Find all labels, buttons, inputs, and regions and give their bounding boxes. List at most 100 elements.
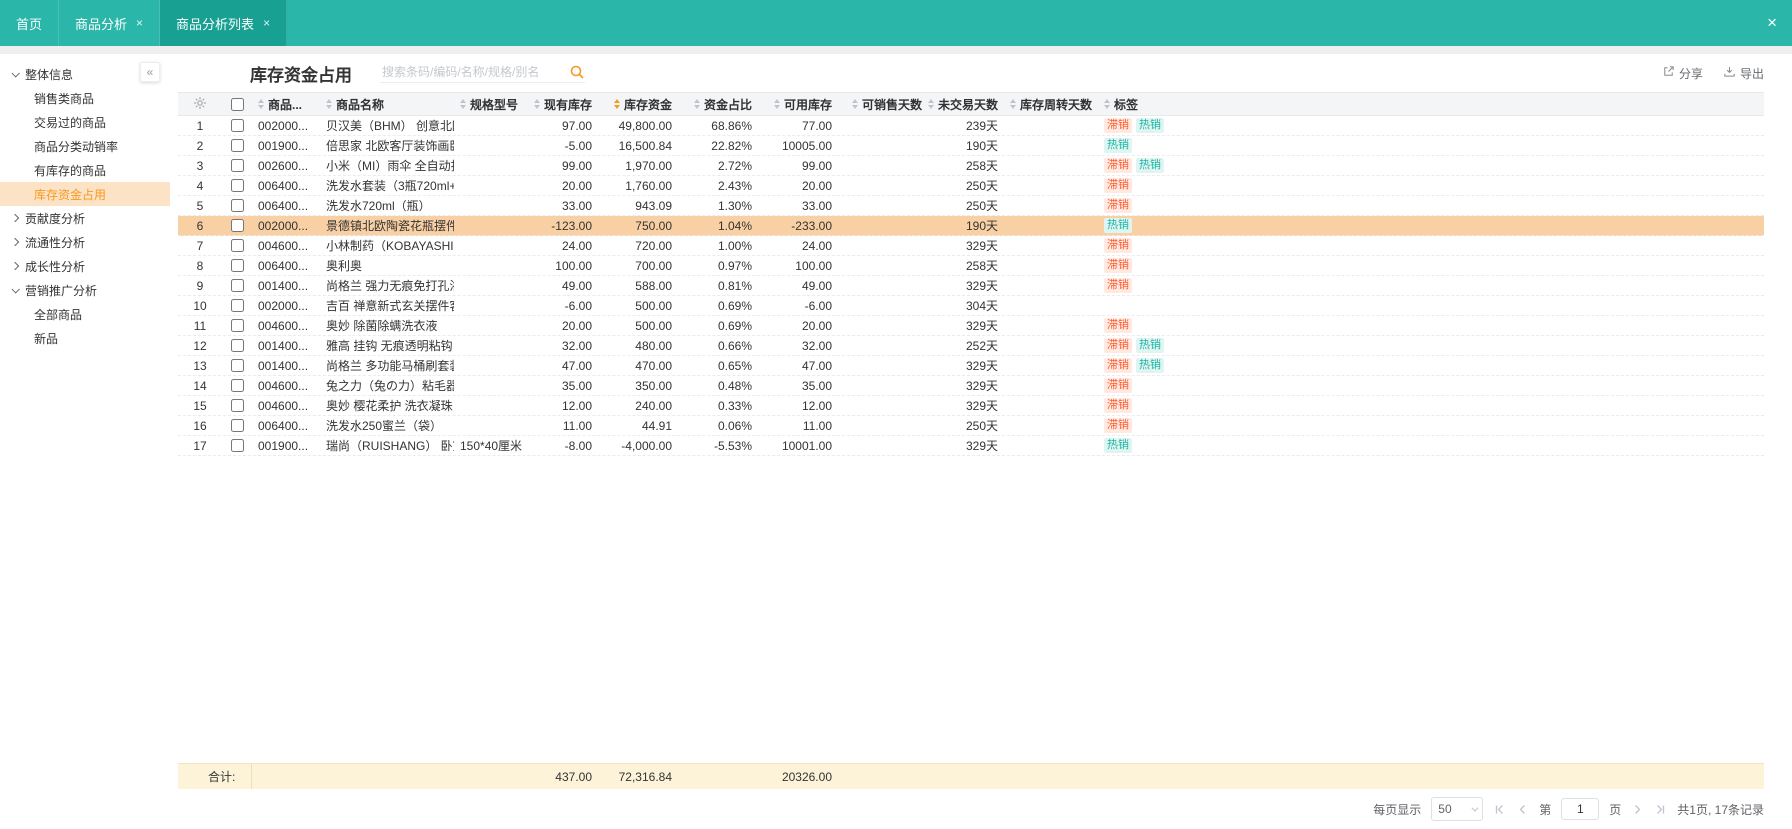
table-row[interactable]: 10 002000... 吉百 禅意新式玄关摆件客 -6.00 500.00 0.69% -… (178, 296, 1764, 316)
table-row[interactable]: 15 004600... 奥妙 樱花柔护 洗衣凝珠 10 12.00 240.00 0.3… (178, 396, 1764, 416)
row-checkbox[interactable] (230, 319, 244, 332)
column-header-ratio[interactable]: 资金占比 (678, 93, 758, 115)
sort-icon[interactable] (928, 99, 934, 109)
sort-icon[interactable] (773, 99, 780, 109)
ratio-value: 0.48% (717, 378, 752, 393)
row-checkbox[interactable] (230, 199, 244, 212)
table-row[interactable]: 1 002000... 贝汉美（BHM） 创意北欧特 97.00 49,800.00 68… (178, 116, 1764, 136)
sidebar-item-流通性分析[interactable]: 流通性分析 (0, 230, 170, 254)
row-checkbox[interactable] (230, 119, 244, 132)
topbar-gap (0, 46, 1792, 54)
table-row[interactable]: 6 002000... 景德镇北欧陶瓷花瓶摆件 优 -123.00 750.00 1.04… (178, 216, 1764, 236)
table-row[interactable]: 7 004600... 小林制药（KOBAYASHI）日 24.00 720.00 1.0… (178, 236, 1764, 256)
table-empty-space (178, 456, 1764, 763)
first-page-button[interactable] (1493, 803, 1506, 816)
sidebar-item-新品[interactable]: 新品 (0, 326, 170, 350)
tab-close-icon[interactable]: × (263, 16, 271, 30)
column-header-turnover-days[interactable]: 库存周转天数 (1004, 93, 1098, 115)
sort-icon[interactable] (460, 99, 466, 109)
tags-cell: 滞销 (1098, 236, 1208, 255)
window-close-icon[interactable]: × (1767, 13, 1777, 32)
prev-page-button[interactable] (1516, 803, 1529, 816)
column-header-sale-days[interactable]: 可销售天数 (838, 93, 928, 115)
row-checkbox[interactable] (230, 379, 244, 392)
table-row[interactable]: 17 001900... 瑞尚（RUISHANG） 卧室特 150*40厘米 -8.00… (178, 436, 1764, 456)
column-header-name[interactable]: 商品名称 (320, 93, 454, 115)
table-row[interactable]: 11 004600... 奥妙 除菌除螨洗衣液 20.00 500.00 0.69% 20.… (178, 316, 1764, 336)
table-row[interactable]: 2 001900... 倍思家 北欧客厅装饰画卧室 -5.00 16,500.84 22.… (178, 136, 1764, 156)
tab-close-icon[interactable]: × (136, 16, 144, 30)
per-page-select[interactable]: 50 (1431, 797, 1484, 821)
sort-icon[interactable] (613, 99, 620, 109)
sidebar-item-有库存的商品[interactable]: 有库存的商品 (0, 158, 170, 182)
row-checkbox[interactable] (230, 439, 244, 452)
table-row[interactable]: 13 001400... 尚格兰 多功能马桶刷套装 月 47.00 470.00 0.65… (178, 356, 1764, 376)
row-checkbox[interactable] (230, 139, 244, 152)
stock-value: 20.00 (561, 318, 592, 333)
column-header-spec[interactable]: 规格型号 (454, 93, 532, 115)
table-row[interactable]: 14 004600... 兔之力（兔の力）粘毛器粘 35.00 350.00 0.48% 3… (178, 376, 1764, 396)
row-checkbox[interactable] (230, 339, 244, 352)
turnover-days-value (1004, 216, 1098, 235)
table-row[interactable]: 3 002600... 小米（MI）雨伞 全自动折叠 99.00 1,970.00 2.7… (178, 156, 1764, 176)
sidebar-item-成长性分析[interactable]: 成长性分析 (0, 254, 170, 278)
product-name: 洗发水250蜜兰（袋） (326, 419, 443, 433)
tab-商品分析列表[interactable]: 商品分析列表 × (160, 0, 288, 46)
sidebar-item-商品分类动销率[interactable]: 商品分类动销率 (0, 134, 170, 158)
sort-icon[interactable] (851, 99, 858, 109)
search-input[interactable] (380, 63, 565, 80)
row-checkbox[interactable] (230, 159, 244, 172)
row-checkbox[interactable] (230, 279, 244, 292)
product-spec (454, 116, 532, 135)
sidebar-item-营销推广分析[interactable]: 营销推广分析 (0, 278, 170, 302)
sort-icon[interactable] (326, 99, 332, 109)
row-checkbox[interactable] (230, 219, 244, 232)
sort-icon[interactable] (258, 99, 264, 109)
sort-icon[interactable] (1009, 99, 1016, 109)
turnover-days-value (1004, 276, 1098, 295)
product-code: 002600... (258, 158, 309, 173)
table-row[interactable]: 16 006400... 洗发水250蜜兰（袋） 11.00 44.91 0.06% 11.… (178, 416, 1764, 436)
row-checkbox[interactable] (230, 399, 244, 412)
select-all-checkbox[interactable] (230, 97, 244, 111)
sidebar-collapse-button[interactable]: « (140, 62, 160, 82)
share-button[interactable]: 分享 (1662, 65, 1703, 82)
column-header-no-trade-days[interactable]: 未交易天数 (928, 93, 1004, 115)
row-checkbox[interactable] (230, 179, 244, 192)
table-row[interactable]: 4 006400... 洗发水套装（3瓶720ml+1 20.00 1,760.00 2.… (178, 176, 1764, 196)
sort-icon[interactable] (533, 99, 540, 109)
tags-cell: 滞销 (1098, 396, 1208, 415)
last-page-button[interactable] (1654, 803, 1667, 816)
sort-icon[interactable] (693, 99, 700, 109)
search-icon[interactable] (569, 64, 585, 80)
row-checkbox[interactable] (230, 299, 244, 312)
row-checkbox[interactable] (230, 259, 244, 272)
tab-商品分析[interactable]: 商品分析 × (59, 0, 161, 46)
next-page-button[interactable] (1631, 803, 1644, 816)
column-header-tags[interactable]: 标签 (1098, 93, 1208, 115)
column-header-available[interactable]: 可用库存 (758, 93, 838, 115)
export-button[interactable]: 导出 (1723, 65, 1764, 82)
column-header-stock[interactable]: 现有库存 (532, 93, 598, 115)
table-row[interactable]: 5 006400... 洗发水720ml（瓶） 33.00 943.09 1.30% 33.… (178, 196, 1764, 216)
column-header-code[interactable]: 商品... (252, 93, 320, 115)
column-header-fund[interactable]: 库存资金 (598, 93, 678, 115)
sidebar-item-贡献度分析[interactable]: 贡献度分析 (0, 206, 170, 230)
sidebar-item-交易过的商品[interactable]: 交易过的商品 (0, 110, 170, 134)
table-row[interactable]: 9 001400... 尚格兰 强力无痕免打孔浴室 49.00 588.00 0.81% 4… (178, 276, 1764, 296)
row-checkbox[interactable] (230, 419, 244, 432)
sort-icon[interactable] (1104, 99, 1110, 109)
sidebar-item-全部商品[interactable]: 全部商品 (0, 302, 170, 326)
sidebar-item-label: 销售类商品 (34, 91, 95, 106)
sidebar-item-整体信息[interactable]: 整体信息 (0, 62, 170, 86)
sidebar-item-库存资金占用[interactable]: 库存资金占用 (0, 182, 170, 206)
page-input[interactable] (1561, 798, 1600, 820)
table-row[interactable]: 8 006400... 奥利奥 100.00 700.00 0.97% 100.00 258天… (178, 256, 1764, 276)
column-settings-button[interactable] (178, 93, 222, 115)
sidebar-item-销售类商品[interactable]: 销售类商品 (0, 86, 170, 110)
row-checkbox[interactable] (230, 359, 244, 372)
tab-首页[interactable]: 首页 (0, 0, 60, 46)
column-label: 未交易天数 (937, 97, 998, 112)
table-row[interactable]: 12 001400... 雅高 挂钩 无痕透明粘钩 强 32.00 480.00 0.66… (178, 336, 1764, 356)
row-checkbox[interactable] (230, 239, 244, 252)
